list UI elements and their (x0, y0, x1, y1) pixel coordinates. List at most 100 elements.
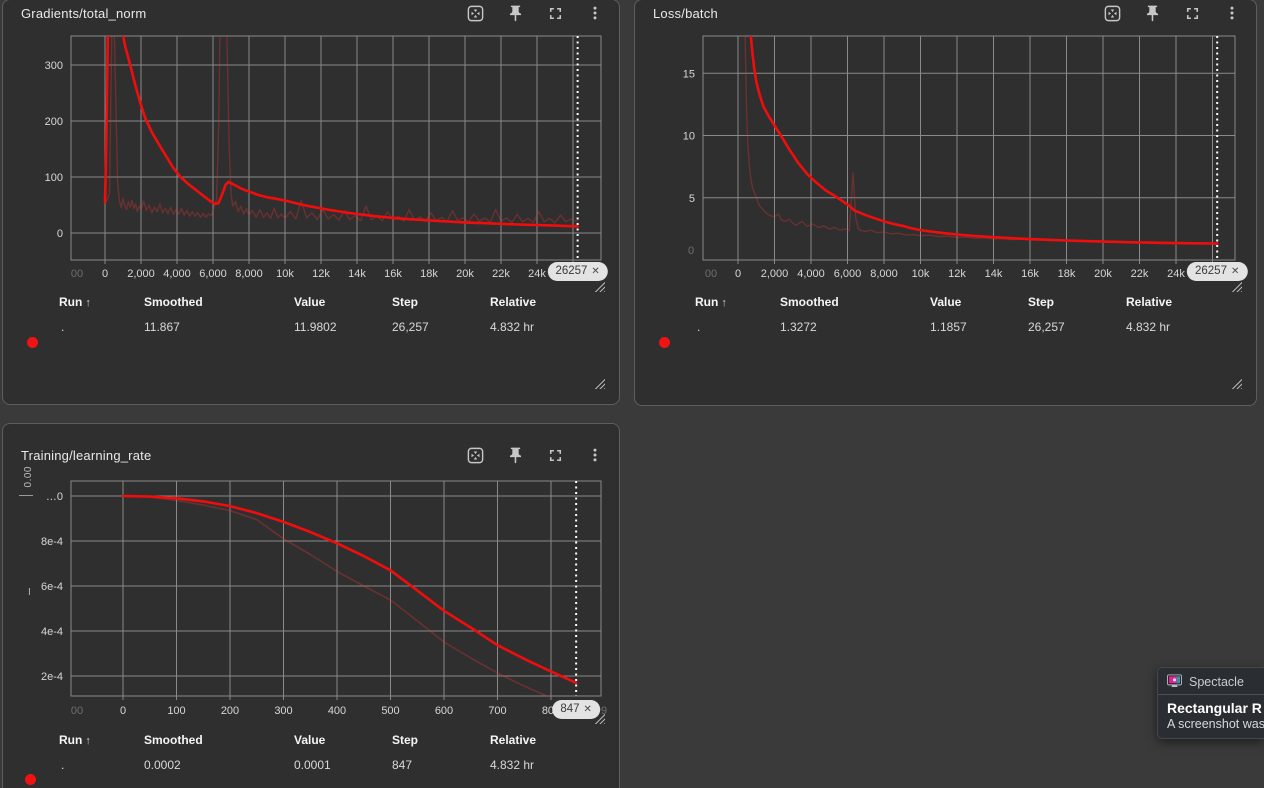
card-header: Gradients/total_norm (3, 0, 619, 28)
fullscreen-button[interactable] (545, 3, 565, 23)
line-chart-learning-rate[interactable]: 0 100 200 300 400 500 600 700 800 …0 8e-4 6e-4 4e-4 2… (3, 473, 619, 725)
more-options-button[interactable] (585, 445, 605, 465)
svg-text:22k: 22k (1131, 268, 1149, 280)
svg-text:00: 00 (71, 705, 83, 717)
column-step[interactable]: Step (392, 295, 419, 309)
svg-text:4,000: 4,000 (163, 268, 191, 280)
svg-text:8e-4: 8e-4 (41, 536, 63, 548)
chip-close-icon[interactable]: ✕ (591, 266, 600, 277)
pin-button[interactable] (1142, 3, 1162, 23)
run-table-row: . 1.3272 1.1857 26,257 4.832 hr (635, 320, 1256, 336)
svg-text:300: 300 (274, 705, 292, 717)
card-toolbar (465, 3, 605, 23)
svg-text:16k: 16k (384, 268, 402, 280)
svg-text:18k: 18k (420, 268, 438, 280)
sort-asc-icon: ↑ (85, 735, 91, 747)
column-smoothed[interactable]: Smoothed (144, 295, 203, 309)
fit-domain-icon (1104, 5, 1120, 21)
smoothed-value: 11.867 (144, 320, 180, 334)
column-run[interactable]: Run ↑ (695, 295, 727, 309)
selected-step-chip[interactable]: 26257 ✕ (547, 262, 608, 281)
svg-text:15: 15 (683, 68, 695, 80)
pin-icon (509, 5, 521, 21)
fullscreen-button[interactable] (1182, 3, 1202, 23)
column-run[interactable]: Run ↑ (59, 733, 91, 747)
kebab-menu-icon (1230, 6, 1234, 20)
raw-value: 0.0001 (294, 758, 331, 772)
selected-step-chip[interactable]: 847 ✕ (552, 700, 600, 719)
fit-domain-button[interactable] (1102, 3, 1122, 23)
column-value[interactable]: Value (930, 295, 962, 309)
column-relative[interactable]: Relative (1126, 295, 1173, 309)
relative-time: 4.832 hr (490, 758, 535, 772)
run-name: . (61, 320, 65, 334)
raw-value: 11.9802 (294, 320, 337, 334)
svg-text:10k: 10k (276, 268, 294, 280)
svg-text:100: 100 (45, 172, 63, 184)
card-resize-handle[interactable] (594, 378, 605, 389)
column-value[interactable]: Value (294, 295, 326, 309)
card-header: Training/learning_rate (3, 442, 619, 470)
column-step[interactable]: Step (392, 733, 419, 747)
step-value: 847 (392, 758, 413, 772)
svg-text:…0: …0 (46, 491, 63, 503)
svg-text:18k: 18k (1058, 268, 1076, 280)
more-options-button[interactable] (1222, 3, 1242, 23)
run-color-dot (659, 337, 670, 348)
notification-divider (1158, 694, 1264, 695)
chip-close-icon[interactable]: ✕ (1230, 266, 1240, 277)
column-relative[interactable]: Relative (490, 733, 537, 747)
axis-label-underline (19, 495, 33, 496)
fit-domain-button[interactable] (465, 445, 485, 465)
chip-label: 847 (560, 703, 580, 715)
card-toolbar (1102, 3, 1242, 23)
notification-header: Spectacle (1158, 668, 1264, 694)
notification-popup[interactable]: Spectacle Rectangular R A screenshot was (1157, 667, 1264, 739)
sort-asc-icon: ↑ (721, 297, 727, 309)
line-chart-gradients[interactable]: 0 2,000 4,000 6,000 8,000 10k 12k 14k 16k 18k 20k 2… (3, 28, 619, 292)
fit-domain-button[interactable] (465, 3, 485, 23)
column-relative[interactable]: Relative (490, 295, 537, 309)
run-name: . (61, 758, 65, 772)
svg-text:0: 0 (57, 228, 63, 240)
scalar-card-loss-batch: Loss/batch 0 2,000 4,000 6,000 8,000 10k 12k 14… (634, 0, 1257, 406)
column-value[interactable]: Value (294, 733, 326, 747)
svg-text:00: 00 (71, 268, 83, 280)
run-color-dot (27, 337, 38, 348)
card-resize-handle[interactable] (1231, 378, 1242, 389)
svg-text:5: 5 (689, 193, 695, 205)
relative-time: 4.832 hr (1126, 320, 1171, 334)
svg-text:500: 500 (381, 705, 399, 717)
svg-text:400: 400 (328, 705, 346, 717)
svg-text:4,000: 4,000 (797, 268, 825, 280)
svg-text:8,000: 8,000 (870, 268, 898, 280)
chart-resize-handle[interactable] (1231, 281, 1242, 292)
svg-text:14k: 14k (348, 268, 366, 280)
column-run[interactable]: Run ↑ (59, 295, 91, 309)
svg-text:0: 0 (102, 268, 108, 280)
card-title: Loss/batch (653, 6, 718, 21)
line-chart-loss[interactable]: 0 2,000 4,000 6,000 8,000 10k 12k 14k 16k 18k 20k 2… (635, 28, 1256, 292)
pin-icon (509, 447, 521, 463)
svg-text:24k: 24k (1167, 268, 1185, 280)
more-options-button[interactable] (585, 3, 605, 23)
pin-button[interactable] (505, 3, 525, 23)
svg-text:6,000: 6,000 (199, 268, 227, 280)
column-step[interactable]: Step (1028, 295, 1055, 309)
pin-icon (1146, 5, 1158, 21)
pin-button[interactable] (505, 445, 525, 465)
column-smoothed[interactable]: Smoothed (144, 733, 203, 747)
svg-text:20k: 20k (1094, 268, 1112, 280)
run-name: . (697, 320, 701, 334)
fullscreen-button[interactable] (545, 445, 565, 465)
relative-time: 4.832 hr (490, 320, 535, 334)
svg-text:12k: 12k (312, 268, 330, 280)
smoothed-value: 0.0002 (144, 758, 181, 772)
chart-resize-handle[interactable] (594, 281, 605, 292)
selected-step-chip[interactable]: 26257 ✕ (1187, 262, 1248, 281)
chart-resize-handle[interactable] (594, 713, 605, 724)
svg-text:100: 100 (167, 705, 185, 717)
smoothed-value: 1.3272 (780, 320, 817, 334)
column-smoothed[interactable]: Smoothed (780, 295, 839, 309)
chip-close-icon[interactable]: ✕ (583, 704, 592, 715)
